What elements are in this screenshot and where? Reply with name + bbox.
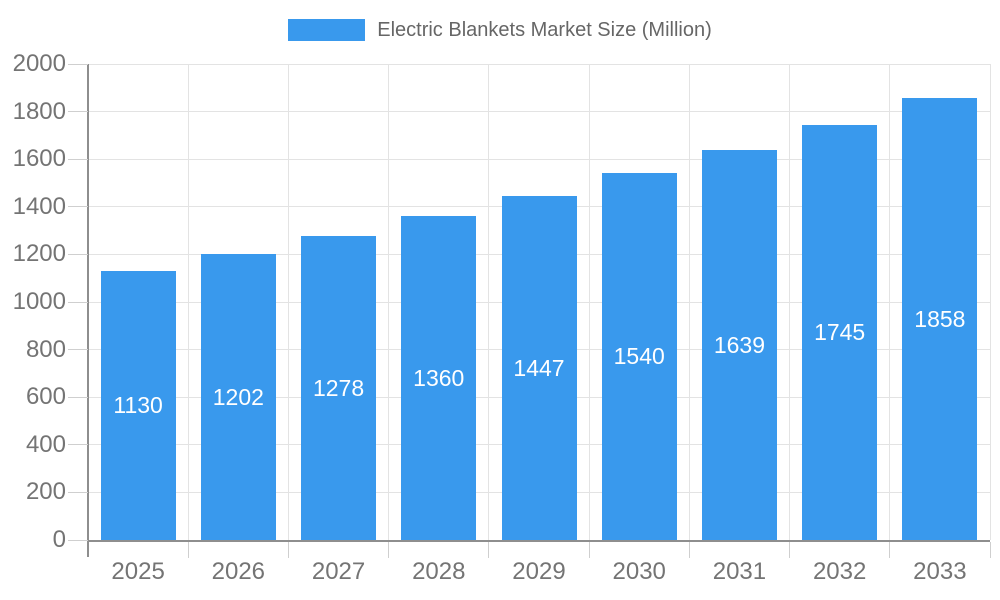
legend-item[interactable]: Electric Blankets Market Size (Million) (0, 17, 1000, 43)
y-axis-tick (68, 111, 88, 113)
x-axis-tick (388, 542, 390, 558)
x-axis-tick-label: 2033 (913, 558, 967, 585)
y-axis-tick (68, 396, 88, 398)
y-axis-tick-label: 200 (25, 478, 66, 506)
bar[interactable]: 1639 (701, 150, 777, 540)
y-axis-tick-label: 1800 (12, 97, 66, 125)
x-axis-tick (488, 542, 490, 558)
gridline-vertical (287, 64, 289, 540)
y-axis-tick-label: 1400 (12, 192, 66, 220)
gridline-vertical (688, 64, 690, 540)
bar[interactable]: 1278 (301, 236, 377, 540)
x-axis-tick-label: 2032 (812, 558, 867, 585)
x-axis-tick (789, 542, 791, 558)
y-axis-tick (68, 63, 88, 65)
y-axis-tick-label: 0 (52, 526, 66, 553)
bar-value-label: 1360 (413, 364, 465, 391)
y-axis-tick-label: 1200 (12, 240, 66, 268)
bar[interactable]: 1447 (501, 196, 577, 540)
bar-value-label: 1540 (613, 343, 665, 369)
bar[interactable]: 1745 (802, 125, 878, 540)
y-axis-tick (68, 349, 88, 351)
y-axis-tick-label: 2000 (12, 50, 66, 77)
y-axis-tick (68, 539, 88, 541)
y-axis-tick (68, 253, 88, 255)
x-axis-tick (989, 542, 991, 558)
y-axis-tick (68, 206, 88, 208)
y-axis-tick (68, 158, 88, 160)
gridline-vertical (187, 64, 189, 540)
gridline-vertical (989, 64, 991, 540)
bar[interactable]: 1858 (902, 98, 978, 540)
y-axis-tick-label: 600 (25, 383, 66, 411)
gridline-horizontal (88, 158, 990, 160)
bar-value-label: 1278 (312, 374, 365, 401)
legend-label: Electric Blankets Market Size (Million) (377, 19, 712, 41)
x-axis-tick-label: 2026 (211, 558, 266, 585)
bar-value-label: 1745 (814, 319, 866, 345)
bar-value-label: 1639 (713, 331, 766, 358)
x-axis-tick-label: 2031 (712, 558, 767, 585)
y-axis-tick (68, 491, 88, 493)
x-axis-tick (688, 542, 690, 558)
gridline-vertical (488, 64, 490, 540)
x-axis-tick (287, 542, 289, 558)
bar-value-label: 1130 (113, 392, 163, 418)
gridline-vertical (889, 64, 891, 540)
bar[interactable]: 1360 (401, 216, 477, 540)
gridline-vertical (388, 64, 390, 540)
x-axis-tick-label: 2028 (412, 558, 466, 585)
bar-value-label: 1447 (513, 354, 565, 381)
x-axis-tick-label: 2025 (111, 558, 165, 585)
bar-value-label: 1858 (914, 305, 966, 332)
bar-value-label: 1202 (212, 383, 264, 410)
y-axis-line (87, 64, 89, 557)
x-axis-line (88, 540, 990, 542)
x-axis-tick-label: 2030 (612, 558, 666, 585)
x-axis-tick-label: 2027 (311, 558, 366, 585)
legend-swatch (288, 19, 366, 41)
gridline-vertical (588, 64, 590, 540)
bar[interactable]: 1202 (200, 254, 276, 540)
bar[interactable]: 1130 (100, 271, 176, 540)
x-axis-tick (588, 542, 590, 558)
bar[interactable]: 1540 (601, 173, 677, 540)
x-axis-tick (889, 542, 891, 558)
y-axis-tick-label: 1600 (12, 145, 66, 173)
y-axis-tick-label: 1000 (12, 288, 66, 315)
plot-area: 1130 1202 1278 1360 1447 1540 1639 1745 1858 (88, 63, 991, 540)
x-axis-tick (187, 542, 189, 558)
y-axis-tick (68, 444, 88, 446)
gridline-vertical (789, 64, 791, 540)
y-axis-tick-label: 800 (25, 335, 66, 363)
gridline-horizontal (88, 63, 990, 65)
y-axis-tick-label: 400 (25, 430, 66, 458)
y-axis-tick (68, 301, 88, 303)
gridline-horizontal (88, 111, 990, 113)
x-axis-tick-label: 2029 (512, 558, 566, 585)
